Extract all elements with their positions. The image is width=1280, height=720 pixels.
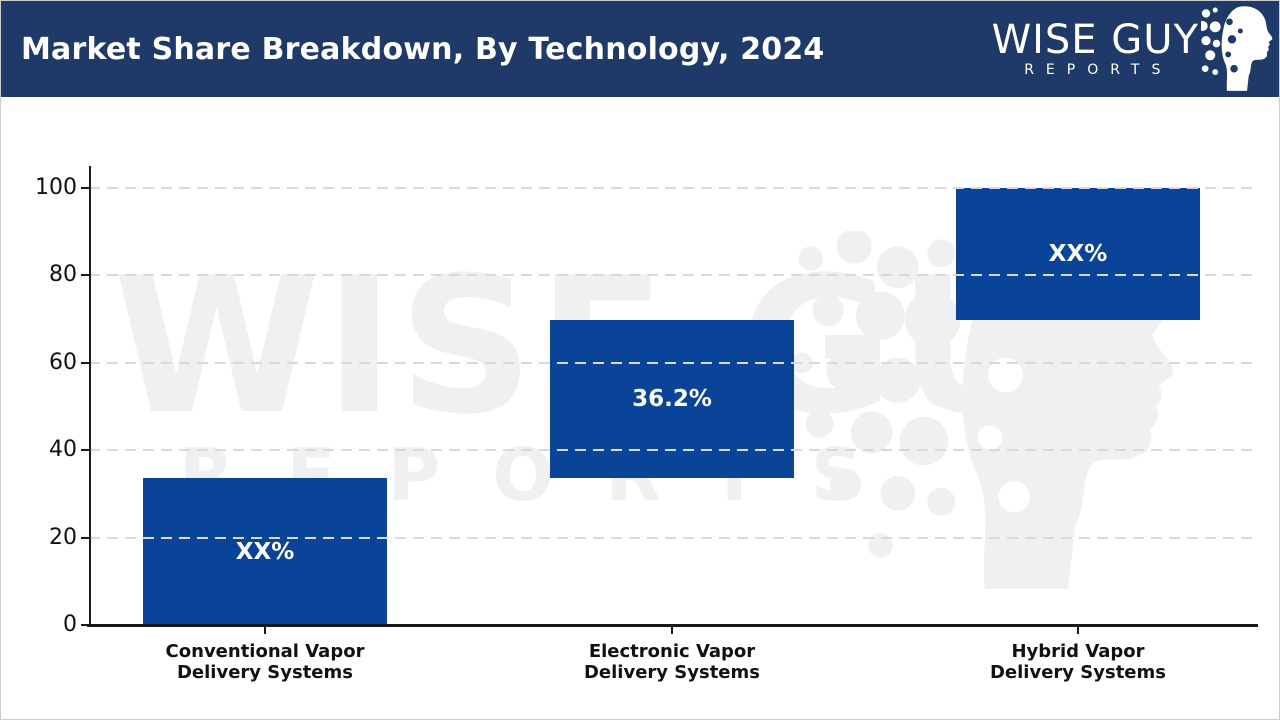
y-tick-20 [81,536,89,539]
bar-segment-2: 36.2% [550,319,794,479]
x-tick-1 [264,626,266,634]
y-tick-label-60: 60 [49,349,77,375]
y-tick-label-40: 40 [49,437,77,463]
x-category-label-1: Conventional Vapor Delivery Systems [165,641,365,683]
y-tick-100 [81,187,89,189]
gridline-y100 [89,187,1258,189]
y-axis-spine [89,166,91,625]
bar-segment-1: XX% [143,478,387,625]
gridline-y80 [89,274,1258,277]
brand-reports-label: REPORTS [1024,62,1173,78]
y-tick-0 [81,624,89,626]
gridline-y60 [89,361,1258,364]
x-category-label-3: Hybrid Vapor Delivery Systems [989,641,1166,683]
y-tick-label-20: 20 [49,524,77,550]
bar-value-label-1: XX% [235,538,295,565]
bar-segment-3: XX% [956,188,1200,320]
brand-face-icon [1201,6,1273,91]
x-axis-spine [87,624,1258,627]
brand-logo: WISE GUY REPORTS [992,1,1273,97]
y-tick-60 [81,361,89,364]
brand-logo-text: WISE GUY REPORTS [992,19,1199,79]
bar-value-label-3: XX% [1048,240,1108,267]
bar-value-label-2: 36.2% [632,386,712,413]
x-category-label-2: Electronic Vapor Delivery Systems [583,641,760,683]
gridline-y40 [89,449,1258,452]
y-tick-label-0: 0 [63,612,77,637]
brand-wiseguy-label: WISE GUY [991,17,1199,63]
gridline-y20 [89,536,1258,539]
x-tick-3 [1077,626,1079,634]
plot-area: XX% 36.2% XX% 0 20 40 60 80 100 Conventional Vapo… [1,97,1279,719]
y-tick-label-100: 100 [35,175,77,200]
page-title: Market Share Breakdown, By Technology, 2… [21,31,825,67]
y-tick-label-80: 80 [49,262,77,288]
y-tick-40 [81,449,89,452]
header-bar: Market Share Breakdown, By Technology, 2… [1,1,1279,97]
y-tick-80 [81,274,89,277]
x-tick-2 [671,626,673,634]
